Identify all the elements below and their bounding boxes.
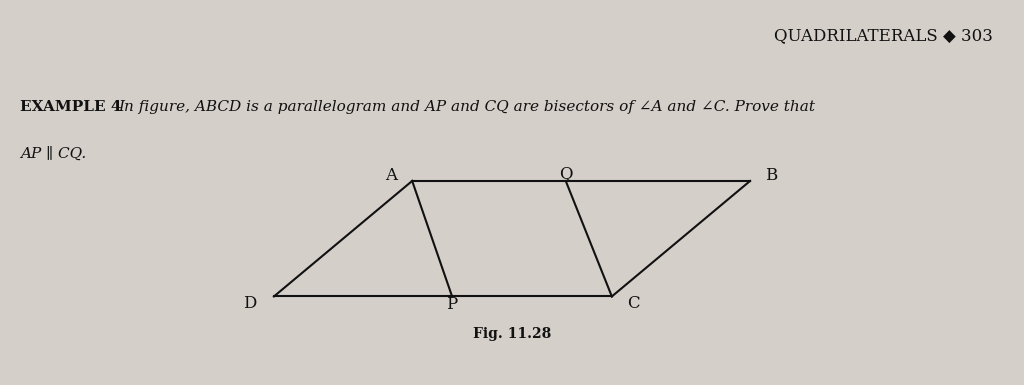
Text: B: B — [766, 167, 777, 184]
Text: P: P — [446, 296, 458, 313]
Text: EXAMPLE 4: EXAMPLE 4 — [20, 100, 122, 114]
Text: A: A — [385, 167, 396, 184]
Text: In figure, ABCD is a parallelogram and AP and CQ are bisectors of ∠A and ∠C. Pro: In figure, ABCD is a parallelogram and A… — [118, 100, 815, 114]
Text: Fig. 11.28: Fig. 11.28 — [473, 327, 551, 341]
Text: AP ∥ CQ.: AP ∥ CQ. — [20, 146, 87, 161]
Text: Q: Q — [559, 166, 572, 182]
Text: QUADRILATERALS ◆ 303: QUADRILATERALS ◆ 303 — [774, 27, 993, 44]
Text: D: D — [243, 295, 256, 312]
Text: C: C — [627, 295, 640, 312]
